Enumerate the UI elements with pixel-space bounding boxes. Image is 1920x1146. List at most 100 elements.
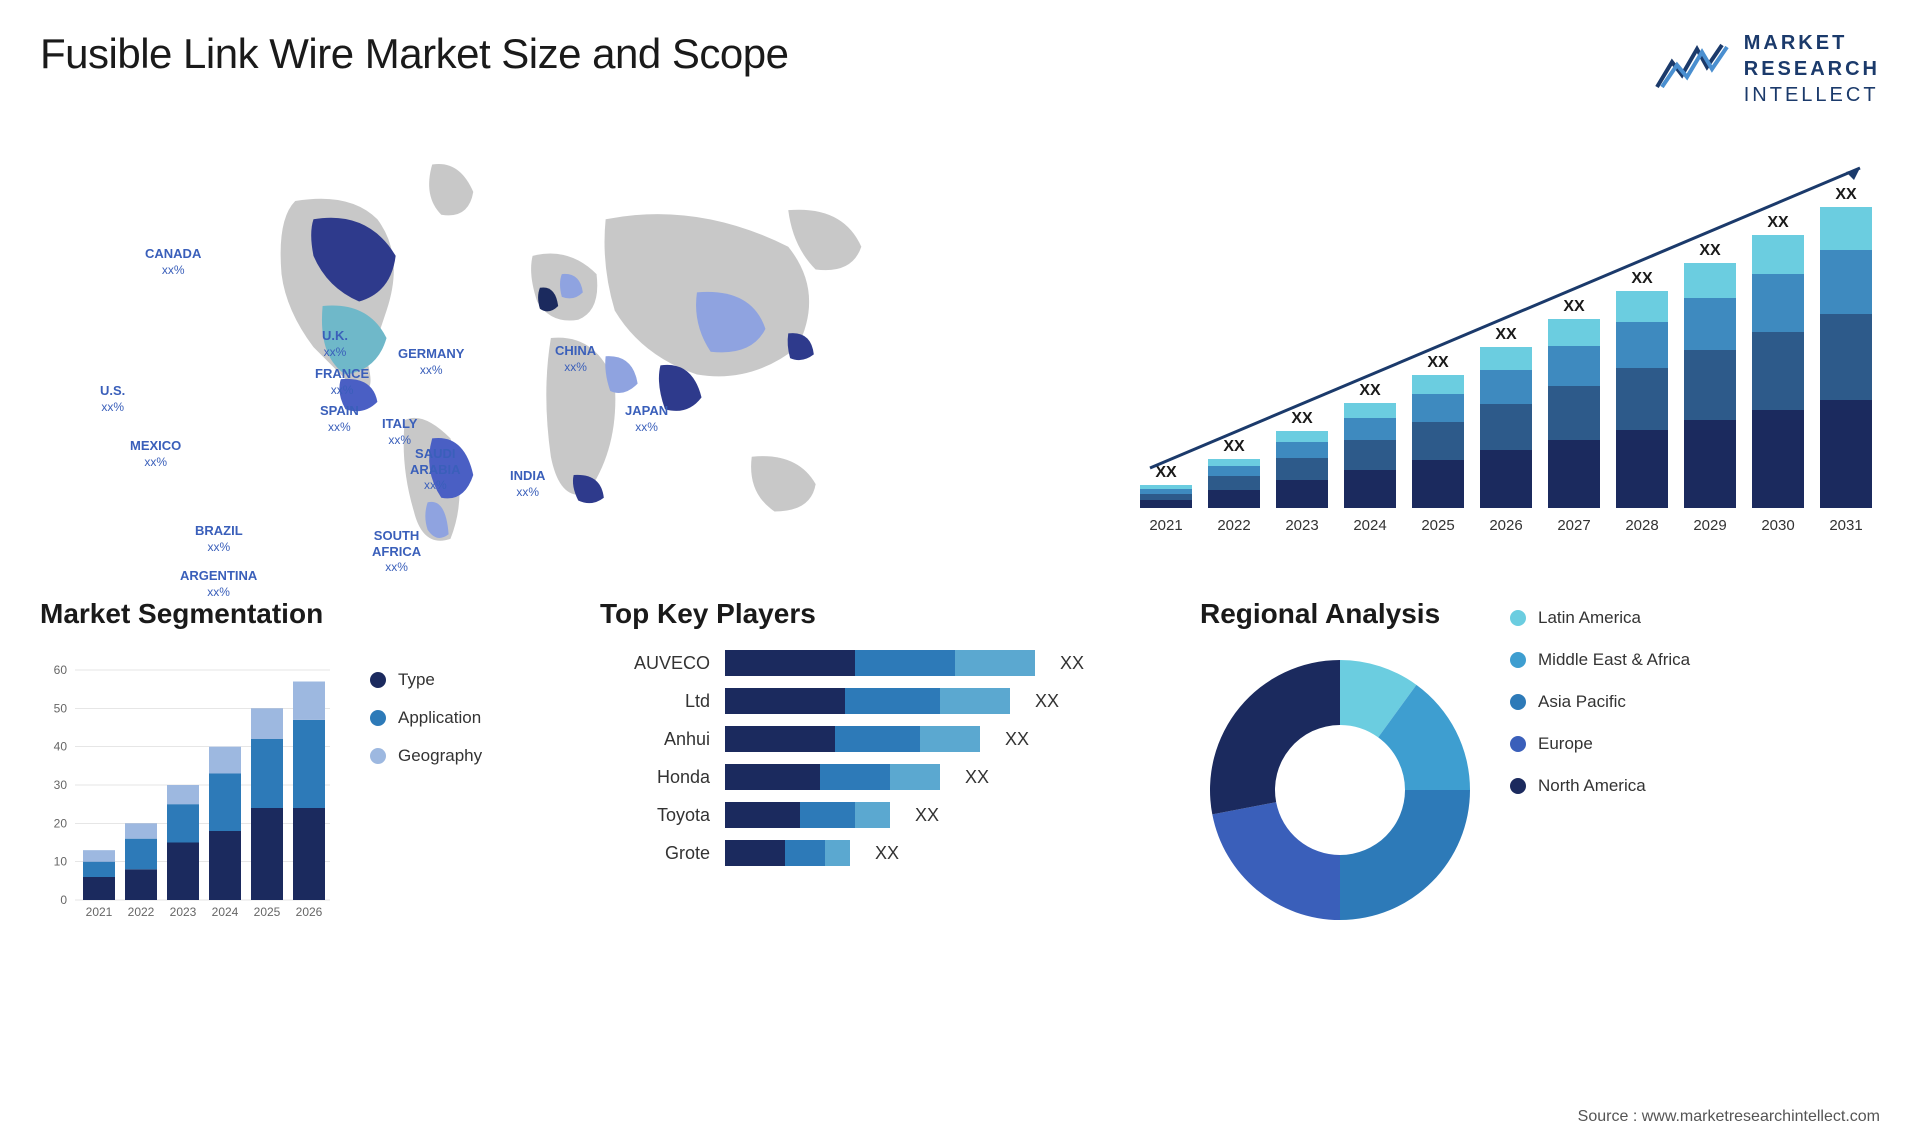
map-label-us: U.S.xx% (100, 383, 125, 414)
logo-icon (1652, 37, 1732, 102)
svg-text:2026: 2026 (296, 905, 323, 919)
segmentation-heading: Market Segmentation (40, 598, 560, 630)
svg-text:XX: XX (1223, 438, 1245, 455)
player-value: XX (1060, 653, 1084, 674)
svg-text:2022: 2022 (1217, 517, 1250, 534)
player-row: Honda XX (600, 764, 1160, 790)
svg-text:2023: 2023 (1285, 517, 1318, 534)
legend-item: Europe (1510, 734, 1690, 754)
svg-text:20: 20 (54, 816, 68, 830)
svg-text:XX: XX (1427, 354, 1449, 371)
regional-donut (1200, 650, 1480, 930)
svg-text:XX: XX (1291, 410, 1313, 427)
svg-text:XX: XX (1563, 298, 1585, 315)
regional-heading: Regional Analysis (1200, 598, 1480, 630)
svg-text:40: 40 (54, 740, 68, 754)
player-value: XX (875, 843, 899, 864)
svg-text:XX: XX (1155, 464, 1177, 481)
player-value: XX (915, 805, 939, 826)
svg-text:10: 10 (54, 855, 68, 869)
svg-text:60: 60 (54, 663, 68, 677)
players-heading: Top Key Players (600, 598, 1160, 630)
map-label-japan: JAPANxx% (625, 403, 668, 434)
svg-text:2030: 2030 (1761, 517, 1794, 534)
source-footer: Source : www.marketresearchintellect.com (1578, 1108, 1880, 1126)
regional-legend: Latin America Middle East & Africa Asia Pa… (1510, 598, 1690, 930)
player-row: Anhui XX (600, 726, 1160, 752)
players-list: AUVECOXXLtdXXAnhuiXXHondaXXToyotaXXGrote… (600, 650, 1160, 866)
legend-item: Middle East & Africa (1510, 650, 1690, 670)
segmentation-legend: Type Application Geography (370, 650, 482, 930)
svg-text:2028: 2028 (1625, 517, 1658, 534)
svg-text:30: 30 (54, 778, 68, 792)
player-value: XX (965, 767, 989, 788)
regional-panel: Regional Analysis Latin America Middle Ea… (1200, 598, 1880, 930)
player-row: Ltd XX (600, 688, 1160, 714)
svg-text:2024: 2024 (212, 905, 239, 919)
map-label-germany: GERMANYxx% (398, 346, 464, 377)
svg-text:XX: XX (1359, 382, 1381, 399)
svg-text:XX: XX (1699, 242, 1721, 259)
player-value: XX (1005, 729, 1029, 750)
legend-item: Asia Pacific (1510, 692, 1690, 712)
player-name: Toyota (600, 805, 710, 826)
player-row: Grote XX (600, 840, 1160, 866)
world-map: CANADAxx%U.S.xx%MEXICOxx%BRAZILxx%ARGENT… (40, 128, 1080, 548)
svg-text:XX: XX (1631, 270, 1653, 287)
segmentation-chart: 0 10 20 30 40 50 60 2021 2022 2023 2024 2025 2026 (40, 650, 340, 930)
player-name: Honda (600, 767, 710, 788)
svg-text:2026: 2026 (1489, 517, 1522, 534)
map-label-brazil: BRAZILxx% (195, 523, 243, 554)
growth-bar-chart: XX 2021 XX 2022 XX 2023 XX 2024 XX 2025 XX 2026 XX 20… (1120, 128, 1880, 548)
svg-text:2027: 2027 (1557, 517, 1590, 534)
map-label-china: CHINAxx% (555, 343, 596, 374)
legend-item: Geography (370, 746, 482, 766)
legend-item: Application (370, 708, 482, 728)
map-label-uk: U.K.xx% (322, 328, 348, 359)
svg-text:2025: 2025 (254, 905, 281, 919)
svg-text:2022: 2022 (128, 905, 155, 919)
player-bar (725, 840, 850, 866)
segmentation-panel: Market Segmentation 0 10 20 30 40 50 60 2021 202… (40, 598, 560, 930)
player-bar (725, 802, 890, 828)
svg-text:2031: 2031 (1829, 517, 1862, 534)
map-label-argentina: ARGENTINAxx% (180, 568, 257, 599)
map-label-france: FRANCExx% (315, 366, 369, 397)
svg-text:2029: 2029 (1693, 517, 1726, 534)
map-label-southnafrica: SOUTHAFRICAxx% (372, 528, 421, 575)
svg-text:2021: 2021 (86, 905, 113, 919)
map-label-italy: ITALYxx% (382, 416, 417, 447)
svg-text:XX: XX (1495, 326, 1517, 343)
players-panel: Top Key Players AUVECOXXLtdXXAnhuiXXHond… (600, 598, 1160, 930)
player-name: Ltd (600, 691, 710, 712)
legend-item: Latin America (1510, 608, 1690, 628)
svg-text:2024: 2024 (1353, 517, 1386, 534)
player-row: AUVECO XX (600, 650, 1160, 676)
player-bar (725, 764, 940, 790)
player-name: Anhui (600, 729, 710, 750)
map-label-canada: CANADAxx% (145, 246, 201, 277)
map-label-mexico: MEXICOxx% (130, 438, 181, 469)
svg-text:2023: 2023 (170, 905, 197, 919)
map-label-spain: SPAINxx% (320, 403, 359, 434)
player-row: Toyota XX (600, 802, 1160, 828)
page-title: Fusible Link Wire Market Size and Scope (40, 30, 789, 78)
brand-logo: MARKET RESEARCH INTELLECT (1652, 30, 1880, 108)
map-label-india: INDIAxx% (510, 468, 545, 499)
legend-item: North America (1510, 776, 1690, 796)
svg-text:XX: XX (1835, 186, 1857, 203)
map-svg (40, 128, 1080, 548)
svg-text:2021: 2021 (1149, 517, 1182, 534)
player-bar (725, 650, 1035, 676)
player-bar (725, 726, 980, 752)
logo-text: MARKET RESEARCH INTELLECT (1744, 30, 1880, 108)
player-name: AUVECO (600, 653, 710, 674)
svg-text:50: 50 (54, 701, 68, 715)
svg-text:XX: XX (1767, 214, 1789, 231)
svg-text:2025: 2025 (1421, 517, 1454, 534)
player-value: XX (1035, 691, 1059, 712)
svg-text:0: 0 (60, 893, 67, 907)
legend-item: Type (370, 670, 482, 690)
player-name: Grote (600, 843, 710, 864)
player-bar (725, 688, 1010, 714)
